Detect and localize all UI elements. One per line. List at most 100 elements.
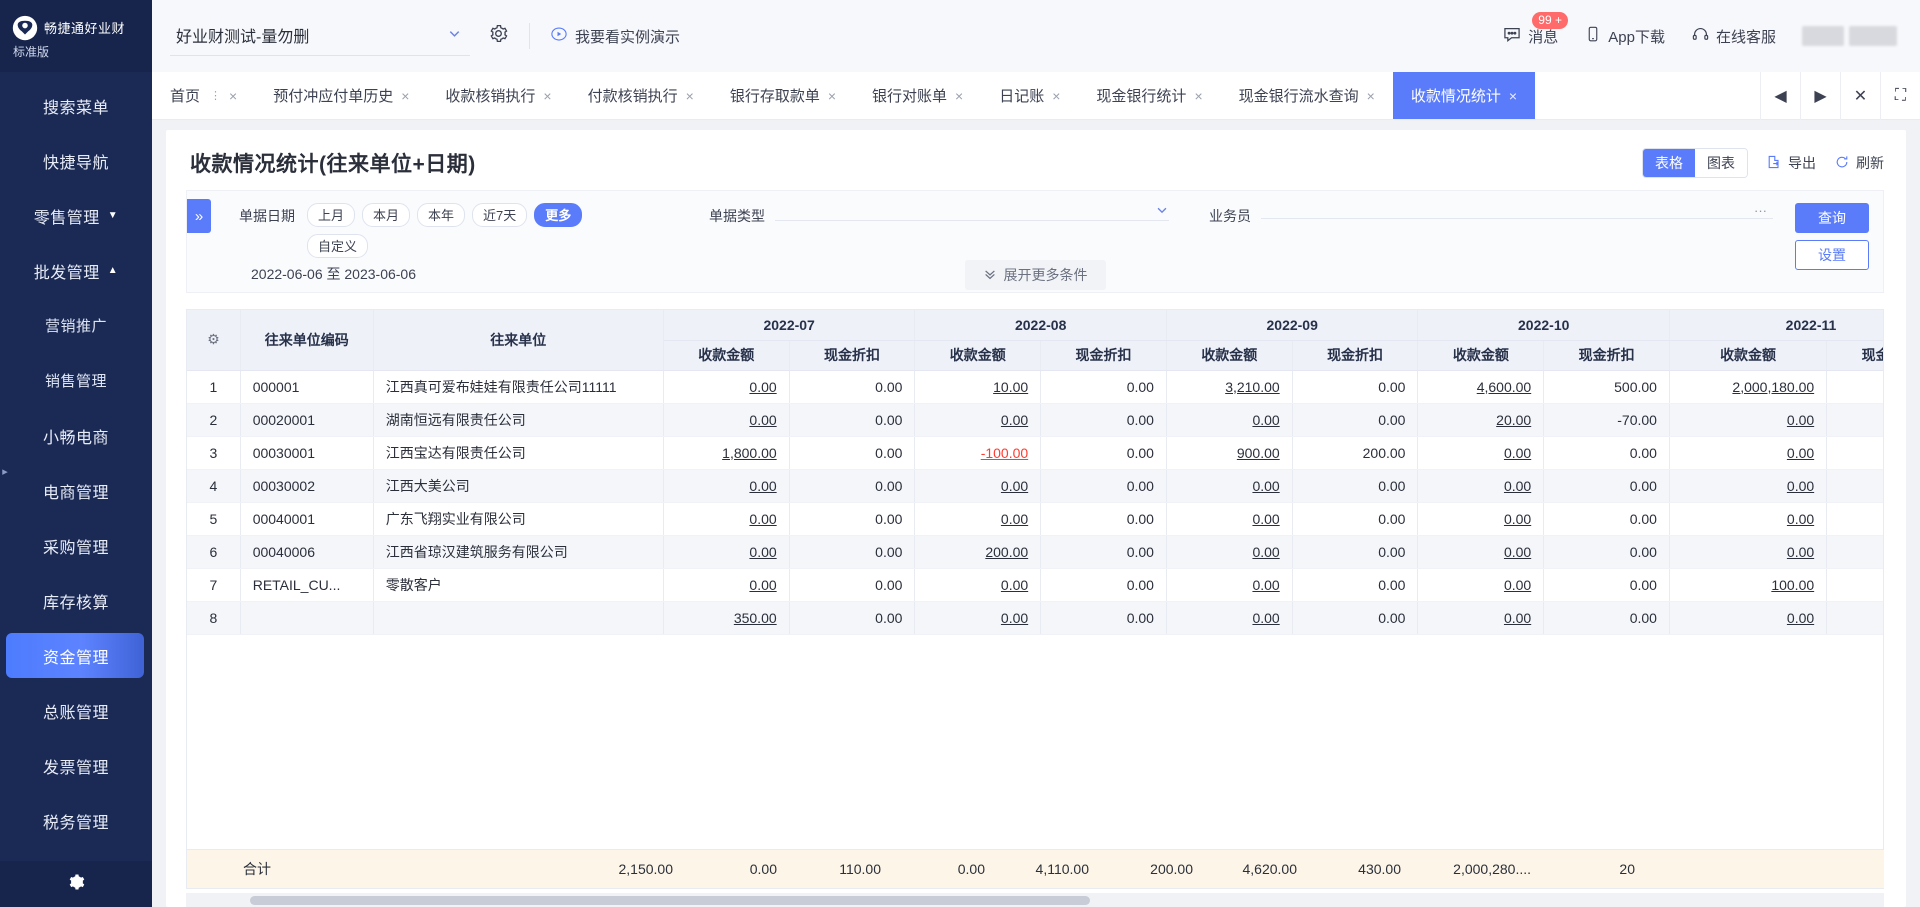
cell-amount[interactable]: 200.00 (914, 535, 1042, 569)
amount-link[interactable]: 0.00 (749, 411, 777, 428)
amount-link[interactable]: 0.00 (1786, 411, 1815, 428)
amount-link[interactable]: 350.00 (733, 609, 777, 626)
sidebar-item-quick-nav[interactable]: 快捷导航 (0, 133, 152, 188)
col-header-sub[interactable]: 收款金额 (914, 340, 1042, 371)
export-button[interactable]: 导出 (1766, 153, 1816, 173)
date-chip[interactable]: 近7天 (472, 203, 528, 227)
refresh-button[interactable]: 刷新 (1834, 153, 1884, 173)
cell-amount[interactable]: 0.00 (1417, 601, 1545, 635)
col-header-fixed-1[interactable]: 往来单位编码 (240, 310, 374, 371)
table-row[interactable]: 5 00040001 广东飞翔实业有限公司 0.00 0.00 0.00 0.00 0.00 0… (187, 502, 1883, 536)
cell-amount[interactable]: 3,210.00 (1166, 370, 1293, 404)
org-selector[interactable]: 好业财测试-量勿删 (170, 16, 470, 56)
table-row[interactable]: 4 00030002 江西大美公司 0.00 0.00 0.00 0.00 0.00 0.00 0… (187, 469, 1883, 503)
date-chip[interactable]: 本月 (362, 203, 411, 227)
fullscreen-icon[interactable]: ⛶ (1880, 71, 1920, 120)
cell-amount[interactable]: 900.00 (1166, 436, 1293, 470)
table-row[interactable]: 3 00030001 江西宝达有限责任公司 1,800.00 0.00 -100.00 0.… (187, 436, 1883, 470)
amount-link[interactable]: 4,600.00 (1476, 378, 1532, 395)
amount-link[interactable]: 0.00 (1786, 444, 1815, 461)
tab-close-icon[interactable]: × (1366, 87, 1375, 104)
sidebar-item-assets[interactable]: 固定资产 (0, 848, 152, 861)
prev-arrow-icon[interactable]: ◀ (1760, 71, 1800, 120)
tab-2[interactable]: 预付冲应付单历史 × (255, 72, 427, 119)
demo-link[interactable]: 我要看实例演示 (550, 25, 680, 47)
amount-link[interactable]: 0.00 (1252, 609, 1280, 626)
cell-amount[interactable]: 0.00 (663, 502, 790, 536)
table-row[interactable]: 6 00040006 江西省琼汉建筑服务有限公司 0.00 0.00 200.00 0.00… (187, 535, 1883, 569)
tab-close-icon[interactable]: × (229, 87, 238, 104)
sidebar-item-marketing[interactable]: 营销推广 (0, 298, 152, 353)
cell-amount[interactable]: 0.00 (1166, 403, 1293, 437)
cell-amount[interactable]: 0.00 (1166, 535, 1293, 569)
cell-amount[interactable]: 0.00 (1669, 436, 1828, 470)
messages-button[interactable]: 消息 99 + (1502, 12, 1568, 48)
amount-link[interactable]: 0.00 (1786, 510, 1815, 527)
tab-close-icon[interactable]: × (1508, 87, 1518, 104)
tab-1[interactable]: 首页 ⋮ × (152, 72, 255, 119)
query-button[interactable]: 查询 (1795, 203, 1869, 233)
tab-close-icon[interactable]: × (955, 87, 964, 104)
cell-amount[interactable]: 0.00 (1669, 535, 1828, 569)
sidebar-item-ec-manage[interactable]: 电商管理 (0, 463, 152, 518)
cell-amount[interactable]: 0.00 (1166, 502, 1293, 536)
amount-link[interactable]: 1,800.00 (722, 444, 777, 461)
cell-amount[interactable]: 1,800.00 (663, 436, 790, 470)
sidebar-item-xiaochang-ec[interactable]: 小畅电商 (0, 408, 152, 463)
cell-amount[interactable]: 0.00 (1166, 601, 1293, 635)
amount-link[interactable]: 0.00 (1252, 543, 1280, 560)
amount-link[interactable]: 0.00 (1503, 444, 1532, 461)
cell-amount[interactable]: 0.00 (1417, 436, 1545, 470)
sidebar-collapse-arrow-icon[interactable]: ▸ (2, 465, 8, 478)
cell-amount[interactable]: 0.00 (914, 601, 1042, 635)
amount-link[interactable]: 0.00 (1000, 510, 1029, 527)
doc-type-select[interactable] (775, 203, 1169, 221)
amount-link[interactable]: 100.00 (1771, 576, 1815, 593)
close-icon[interactable]: ✕ (1840, 71, 1880, 120)
amount-link[interactable]: 10.00 (993, 378, 1029, 395)
amount-link[interactable]: 0.00 (1503, 477, 1532, 494)
amount-link[interactable]: 0.00 (1252, 576, 1280, 593)
col-header-sub[interactable]: 收款金额 (1417, 340, 1545, 371)
amount-link[interactable]: 0.00 (749, 576, 777, 593)
amount-link[interactable]: 0.00 (1503, 510, 1532, 527)
cell-amount[interactable]: 350.00 (663, 601, 790, 635)
col-header-sub[interactable]: 现金折扣 (1292, 340, 1419, 371)
online-service-button[interactable]: 在线客服 (1691, 25, 1776, 48)
cell-amount[interactable]: 0.00 (1417, 469, 1545, 503)
tab-10[interactable]: 收款情况统计 × (1392, 72, 1536, 119)
amount-link[interactable]: 0.00 (1786, 477, 1815, 494)
date-chip[interactable]: 自定义 (307, 234, 369, 258)
amount-link[interactable]: 0.00 (1000, 411, 1029, 428)
horizontal-scrollbar[interactable] (186, 893, 1884, 907)
sidebar-item-search-menu[interactable]: 搜索菜单 (0, 78, 152, 133)
amount-link[interactable]: 0.00 (1786, 609, 1815, 626)
view-mode-table[interactable]: 表格 (1643, 149, 1695, 177)
tab-pin-icon[interactable]: ⋮ (210, 90, 222, 102)
amount-link[interactable]: 0.00 (1252, 411, 1280, 428)
date-chip[interactable]: 更多 (534, 203, 583, 227)
tab-8[interactable]: 现金银行统计 × (1078, 72, 1220, 119)
tab-4[interactable]: 付款核销执行 × (570, 72, 712, 119)
sidebar-item-tax[interactable]: 税务管理 (0, 793, 152, 848)
amount-link[interactable]: 2,000,180.00 (1732, 378, 1815, 395)
table-row[interactable]: 7 RETAIL_CU... 零散客户 0.00 0.00 0.00 0.00 0.00 0.0… (187, 568, 1883, 602)
cell-amount[interactable]: 0.00 (1669, 502, 1828, 536)
tab-close-icon[interactable]: × (685, 87, 694, 104)
amount-link[interactable]: 0.00 (1503, 543, 1532, 560)
tab-6[interactable]: 银行对账单 × (854, 72, 981, 119)
table-row[interactable]: 1 000001 江西真可爱布娃娃有限责任公司11111 0.00 0.00 10.00 0… (187, 370, 1883, 404)
cell-amount[interactable]: 0.00 (1417, 568, 1545, 602)
sidebar-item-sales[interactable]: 销售管理 (0, 353, 152, 408)
amount-link[interactable]: 0.00 (1000, 609, 1029, 626)
tab-3[interactable]: 收款核销执行 × (427, 72, 569, 119)
app-download-button[interactable]: App下载 (1584, 25, 1665, 47)
cell-amount[interactable]: -100.00 (914, 436, 1042, 470)
tab-close-icon[interactable]: × (401, 87, 410, 104)
cell-amount[interactable]: 0.00 (914, 568, 1042, 602)
sidebar-item-invoice[interactable]: 发票管理 (0, 738, 152, 793)
amount-link[interactable]: 0.00 (749, 510, 777, 527)
cell-amount[interactable]: 0.00 (1166, 568, 1293, 602)
amount-link[interactable]: 3,210.00 (1225, 378, 1280, 395)
date-chip[interactable]: 本年 (417, 203, 466, 227)
